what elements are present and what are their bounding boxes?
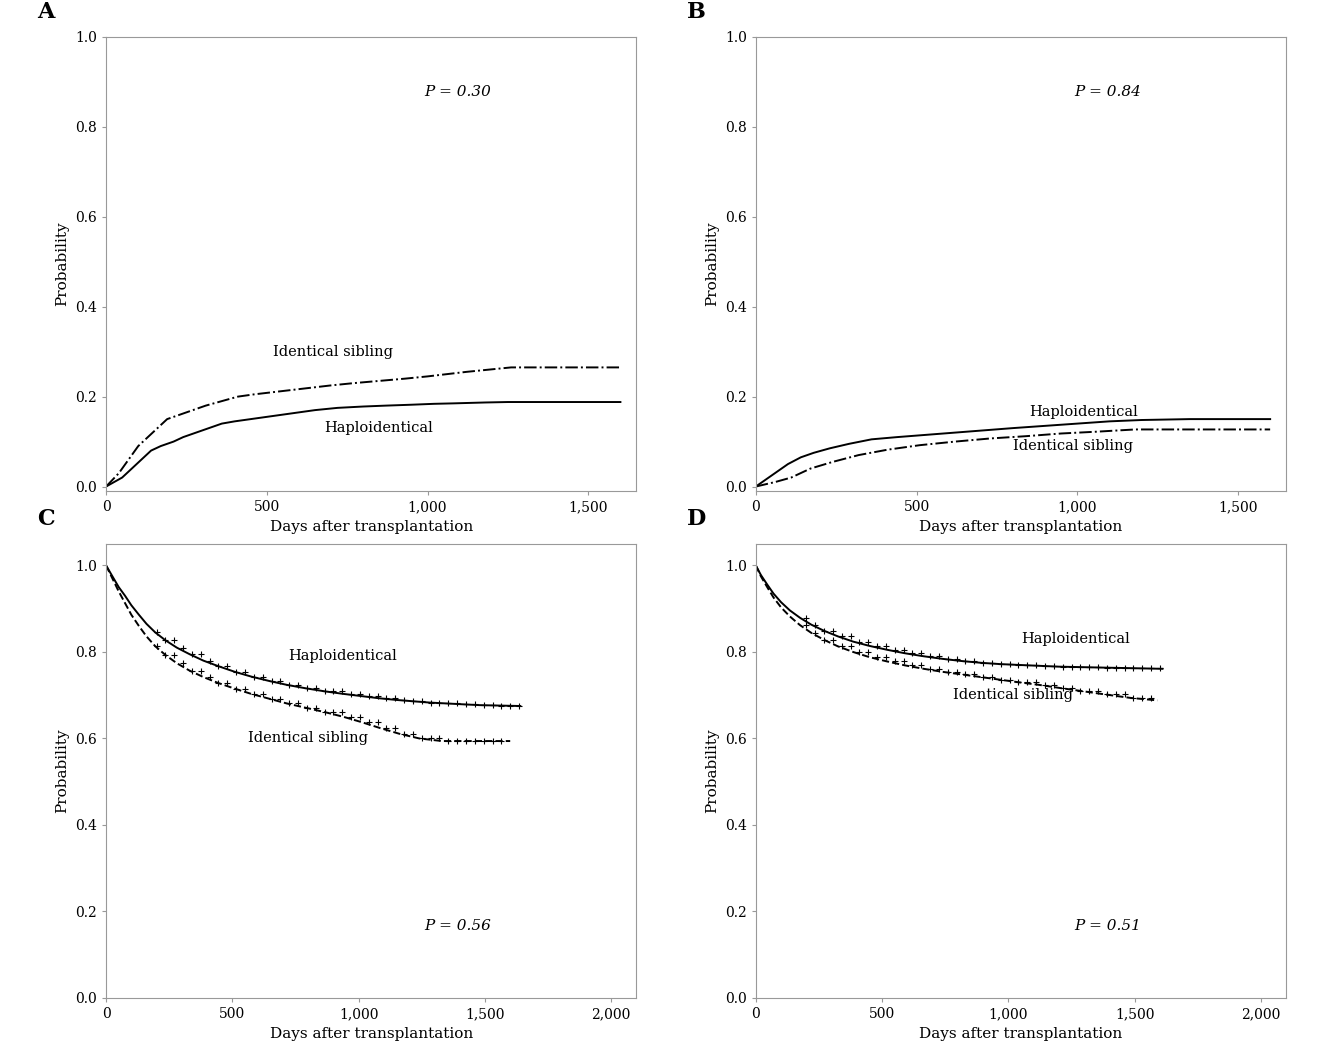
- X-axis label: Days after transplantation: Days after transplantation: [919, 520, 1123, 533]
- Y-axis label: Probability: Probability: [56, 222, 70, 306]
- Text: Identical sibling: Identical sibling: [1013, 439, 1132, 453]
- Text: Identical sibling: Identical sibling: [953, 689, 1073, 702]
- Text: Haploidentical: Haploidentical: [1021, 631, 1130, 646]
- Text: Identical sibling: Identical sibling: [248, 732, 367, 746]
- Y-axis label: Probability: Probability: [705, 222, 720, 306]
- Text: Identical sibling: Identical sibling: [273, 344, 394, 359]
- Text: A: A: [37, 1, 54, 23]
- Text: P = 0.84: P = 0.84: [1074, 84, 1140, 99]
- Text: Haploidentical: Haploidentical: [1029, 406, 1138, 419]
- Text: B: B: [687, 1, 705, 23]
- Text: Haploidentical: Haploidentical: [325, 421, 434, 435]
- X-axis label: Days after transplantation: Days after transplantation: [269, 1026, 473, 1040]
- Text: Haploidentical: Haploidentical: [288, 649, 396, 663]
- X-axis label: Days after transplantation: Days after transplantation: [919, 1026, 1123, 1040]
- Y-axis label: Probability: Probability: [705, 729, 720, 813]
- Text: C: C: [37, 508, 54, 530]
- Text: P = 0.56: P = 0.56: [424, 919, 491, 932]
- X-axis label: Days after transplantation: Days after transplantation: [269, 520, 473, 533]
- Y-axis label: Probability: Probability: [56, 729, 70, 813]
- Text: P = 0.30: P = 0.30: [424, 84, 491, 99]
- Text: P = 0.51: P = 0.51: [1074, 919, 1140, 932]
- Text: D: D: [687, 508, 707, 530]
